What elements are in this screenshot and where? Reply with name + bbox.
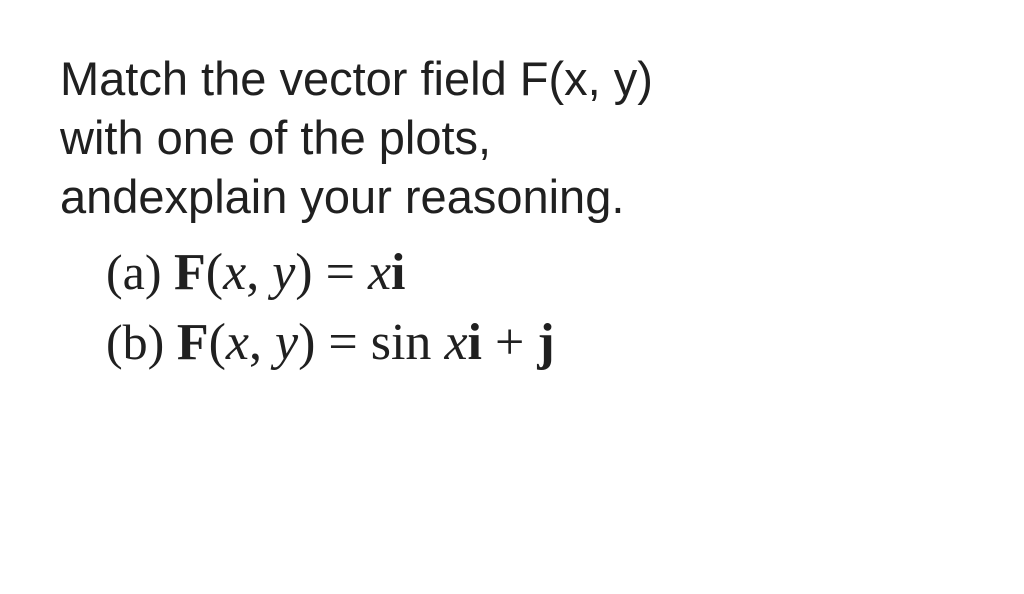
part-b-open: ( bbox=[209, 314, 226, 371]
question-line-2: with one of the plots, bbox=[60, 111, 491, 164]
part-a-x-arg: x bbox=[223, 244, 246, 301]
part-b-sin: sin bbox=[371, 314, 445, 371]
part-b-x-arg: x bbox=[226, 314, 249, 371]
part-a-close: ) bbox=[295, 244, 312, 301]
part-b-F: F bbox=[177, 314, 209, 371]
part-a-term-x: x bbox=[368, 244, 391, 301]
part-b-plus: + bbox=[482, 314, 537, 371]
part-b-term-x: x bbox=[444, 314, 467, 371]
part-b-term-i: i bbox=[468, 314, 482, 371]
equation-b: (b) F(x, y) = sin xi + j bbox=[106, 308, 964, 378]
question-text: Match the vector field F(x, y) with one … bbox=[60, 50, 964, 226]
part-a-eq: = bbox=[313, 244, 368, 301]
part-b-term-j: j bbox=[537, 314, 554, 371]
part-b-close: ) bbox=[298, 314, 315, 371]
part-a-label: (a) bbox=[106, 244, 174, 300]
equation-a: (a) F(x, y) = xi bbox=[106, 238, 964, 308]
part-a-term-i: i bbox=[391, 244, 405, 301]
question-line-3: andexplain your reasoning. bbox=[60, 170, 624, 223]
equations-block: (a) F(x, y) = xi (b) F(x, y) = sin xi + … bbox=[60, 238, 964, 378]
part-a-y-arg: y bbox=[272, 244, 295, 301]
part-a-F: F bbox=[174, 244, 206, 301]
part-b-label: (b) bbox=[106, 314, 177, 370]
part-b-y-arg: y bbox=[275, 314, 298, 371]
part-b-comma: , bbox=[249, 314, 275, 371]
part-b-eq: = bbox=[315, 314, 370, 371]
part-a-open: ( bbox=[206, 244, 223, 301]
part-a-comma: , bbox=[246, 244, 272, 301]
question-line-1: Match the vector field F(x, y) bbox=[60, 52, 653, 105]
